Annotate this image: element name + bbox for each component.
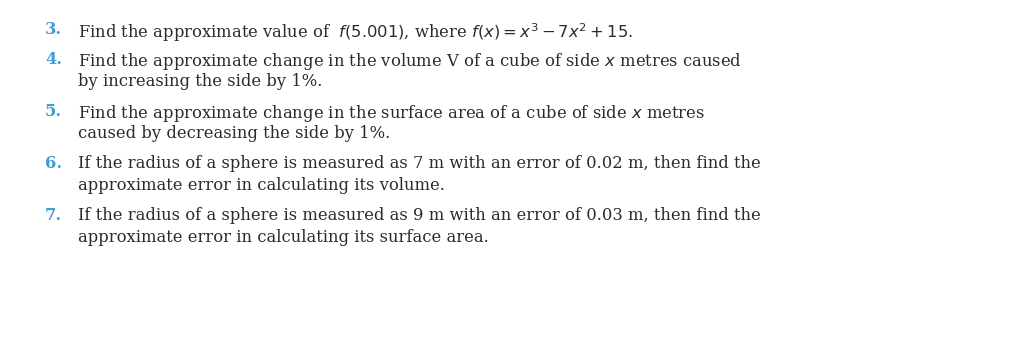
Text: 5.: 5. — [45, 104, 62, 120]
Text: Find the approximate value of  $f(5.001)$, where $f(x) = x^3 - 7x^2 + 15$.: Find the approximate value of $f(5.001)$… — [78, 21, 633, 44]
Text: 4.: 4. — [45, 51, 62, 69]
Text: approximate error in calculating its surface area.: approximate error in calculating its sur… — [78, 229, 488, 246]
Text: 6.: 6. — [45, 155, 62, 173]
Text: If the radius of a sphere is measured as 7 m with an error of 0.02 m, then find : If the radius of a sphere is measured as… — [78, 155, 761, 173]
Text: approximate error in calculating its volume.: approximate error in calculating its vol… — [78, 177, 444, 194]
Text: 3.: 3. — [45, 21, 62, 38]
Text: by increasing the side by 1%.: by increasing the side by 1%. — [78, 73, 323, 90]
Text: 7.: 7. — [45, 208, 62, 224]
Text: Find the approximate change in the volume V of a cube of side $x$ metres caused: Find the approximate change in the volum… — [78, 51, 742, 73]
Text: If the radius of a sphere is measured as 9 m with an error of 0.03 m, then find : If the radius of a sphere is measured as… — [78, 208, 761, 224]
Text: caused by decreasing the side by 1%.: caused by decreasing the side by 1%. — [78, 125, 390, 142]
Text: Find the approximate change in the surface area of a cube of side $x$ metres: Find the approximate change in the surfa… — [78, 104, 705, 124]
